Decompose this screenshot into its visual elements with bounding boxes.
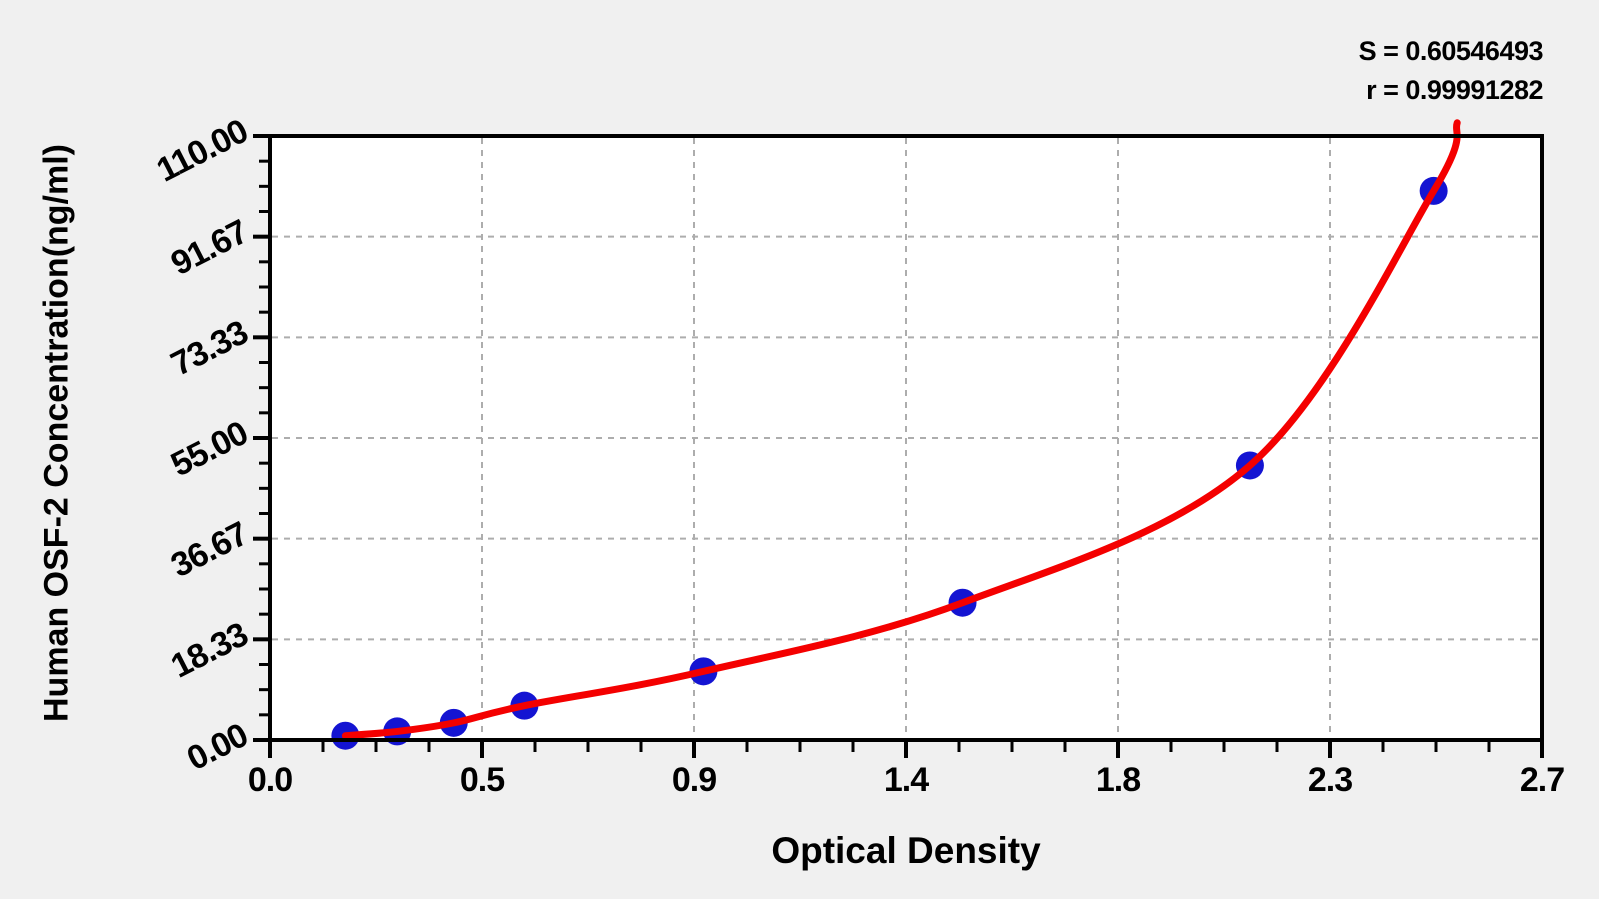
x-tick-label: 0.0: [248, 761, 292, 799]
y-tick-label: 36.67: [165, 515, 254, 585]
y-tick-label: 0.00: [181, 716, 254, 778]
x-axis-title: Optical Density: [771, 830, 1041, 871]
fit-stat-s: S = 0.60546493: [1358, 36, 1544, 66]
y-tick-label: 55.00: [165, 414, 254, 484]
y-axis-title: Human OSF-2 Concentration(ng/ml): [37, 144, 76, 722]
x-tick-label: 1.8: [1096, 761, 1140, 799]
y-tick-label: 18.33: [165, 615, 254, 685]
fitted-curve-line: [341, 119, 1461, 740]
x-tick-label: 2.3: [1308, 761, 1352, 799]
y-tick-label: 91.67: [165, 213, 254, 283]
x-tick-label: 0.5: [460, 761, 504, 799]
x-tick-label: 0.9: [672, 761, 716, 799]
fit-statistics: S = 0.60546493 r = 0.99991282: [1358, 32, 1544, 110]
fit-stat-r: r = 0.99991282: [1366, 75, 1543, 105]
y-tick-label: 73.33: [165, 313, 254, 383]
plot-border: [268, 134, 1544, 742]
x-tick-label: 1.4: [884, 761, 929, 799]
y-tick-label: 110.00: [151, 112, 254, 190]
x-tick-label: 2.7: [1520, 761, 1564, 799]
